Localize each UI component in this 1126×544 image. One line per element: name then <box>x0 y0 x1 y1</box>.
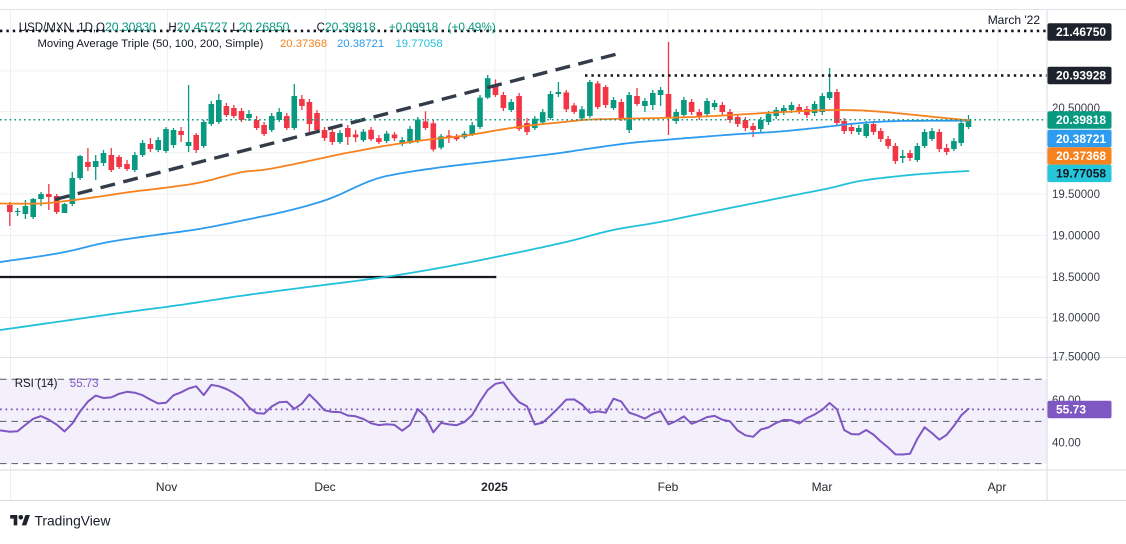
svg-text:March '22: March '22 <box>988 13 1041 27</box>
svg-text:17.50000: 17.50000 <box>1052 352 1100 364</box>
svg-text:Moving Average Triple (50, 100: Moving Average Triple (50, 100, 200, Sim… <box>38 38 264 50</box>
svg-text:USD/MXN, 1D,: USD/MXN, 1D, <box>19 22 96 34</box>
svg-text:40.00: 40.00 <box>1052 438 1081 450</box>
svg-text:19.77058: 19.77058 <box>1056 167 1106 181</box>
svg-text:Apr: Apr <box>988 480 1007 494</box>
svg-text:18.00000: 18.00000 <box>1052 313 1100 325</box>
svg-text:20.37368: 20.37368 <box>280 38 327 50</box>
svg-text:20.39818: 20.39818 <box>1056 113 1106 127</box>
svg-text:19.00000: 19.00000 <box>1052 231 1100 243</box>
svg-text:Feb: Feb <box>658 480 679 494</box>
svg-text:2025: 2025 <box>481 480 508 494</box>
svg-text:H20.45727: H20.45727 <box>168 20 227 34</box>
svg-text:20.93928: 20.93928 <box>1056 69 1106 83</box>
svg-text:20.37368: 20.37368 <box>1056 149 1106 163</box>
svg-text:C20.39818: C20.39818 <box>317 20 376 34</box>
svg-text:18.50000: 18.50000 <box>1052 272 1100 284</box>
svg-text:55.73: 55.73 <box>1056 403 1086 417</box>
svg-text:20.38721: 20.38721 <box>1056 132 1106 146</box>
svg-text:20.38721: 20.38721 <box>337 38 384 50</box>
svg-text:Mar: Mar <box>812 480 833 494</box>
svg-text:Dec: Dec <box>314 480 335 494</box>
svg-text:Nov: Nov <box>156 480 177 494</box>
svg-text:21.46750: 21.46750 <box>1056 25 1106 39</box>
svg-text:TradingView: TradingView <box>35 514 111 529</box>
svg-text:RSI (14)55.73: RSI (14) 55.73 <box>15 378 99 390</box>
svg-text:19.50000: 19.50000 <box>1052 189 1100 201</box>
svg-text:19.77058: 19.77058 <box>396 38 443 50</box>
svg-text:O20.30830: O20.30830 <box>96 20 156 34</box>
svg-text:L20.26850: L20.26850 <box>232 20 289 34</box>
